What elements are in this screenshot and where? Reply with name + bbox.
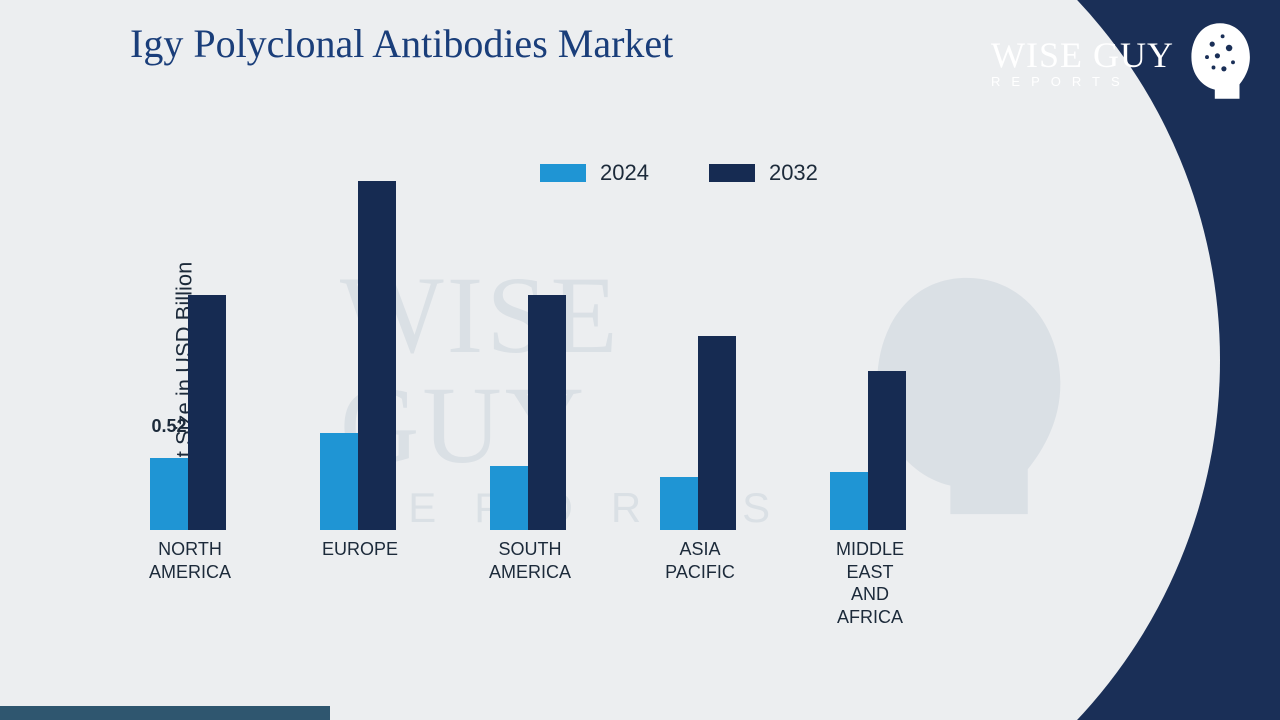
brand: WISE GUY REPORTS — [991, 22, 1254, 100]
brand-head-icon — [1186, 22, 1254, 100]
category-label: NORTHAMERICA — [120, 538, 260, 583]
bar-series-b — [358, 181, 396, 530]
bar-series-a — [660, 477, 698, 530]
category-label: EUROPE — [290, 538, 430, 561]
chart: Market Size in USD Billion 0.52NORTHAMER… — [90, 140, 960, 640]
plot-area: 0.52NORTHAMERICAEUROPESOUTHAMERICAASIAPA… — [130, 170, 960, 530]
page-title: Igy Polyclonal Antibodies Market — [130, 20, 673, 67]
bar-series-b — [868, 371, 906, 530]
bar-series-a — [830, 472, 868, 530]
bar-series-b — [188, 295, 226, 530]
bar-series-b — [698, 336, 736, 530]
bar-series-a — [490, 466, 528, 530]
brand-line2: REPORTS — [991, 74, 1174, 89]
brand-line1: WISE GUY — [991, 34, 1174, 76]
bar-series-b — [528, 295, 566, 530]
canvas: WISE GUY REPORTS Igy Polyclonal Antibodi… — [0, 0, 1280, 720]
bar-value-label: 0.52 — [151, 416, 186, 437]
category-label: ASIAPACIFIC — [630, 538, 770, 583]
bottom-accent — [0, 706, 330, 720]
category-label: MIDDLEEASTANDAFRICA — [800, 538, 940, 628]
bar-series-a — [150, 458, 188, 530]
category-label: SOUTHAMERICA — [460, 538, 600, 583]
bar-series-a — [320, 433, 358, 530]
